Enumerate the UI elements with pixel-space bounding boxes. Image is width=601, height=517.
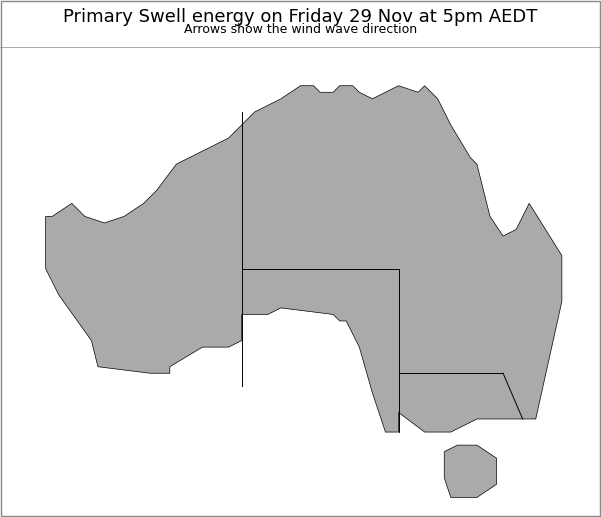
Text: Arrows show the wind wave direction: Arrows show the wind wave direction (184, 23, 417, 36)
Polygon shape (46, 86, 562, 432)
Polygon shape (444, 445, 496, 497)
Text: Primary Swell energy on Friday 29 Nov at 5pm AEDT: Primary Swell energy on Friday 29 Nov at… (63, 8, 538, 26)
